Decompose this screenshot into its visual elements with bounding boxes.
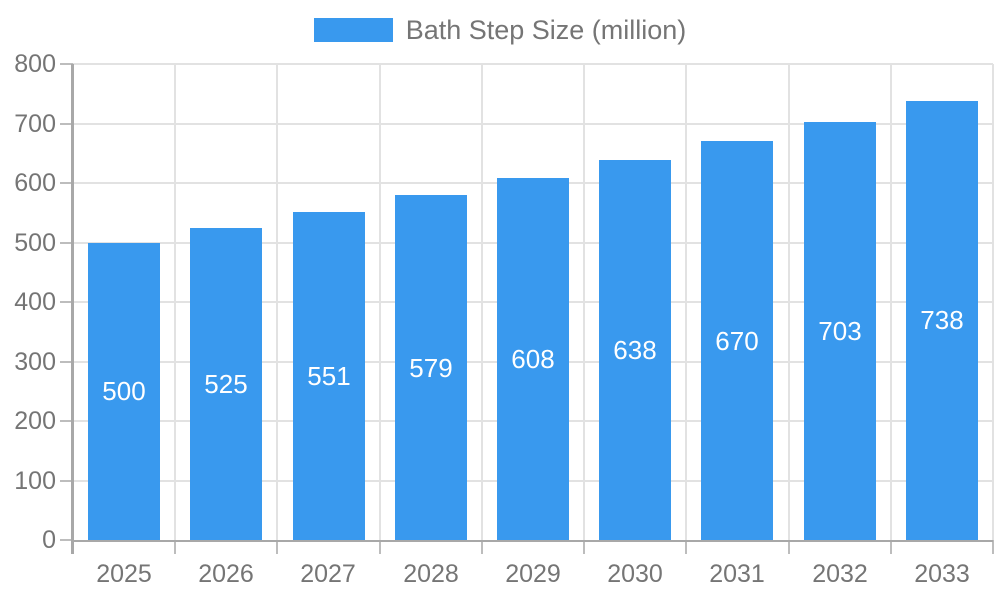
x-tick-label: 2027 [300,560,356,588]
y-axis-tick [60,242,73,244]
v-gridline [788,64,790,540]
x-axis-tick [583,540,585,554]
y-axis-tick [60,539,73,541]
y-tick-label: 300 [14,348,56,376]
x-axis-tick [788,540,790,554]
x-axis-tick [890,540,892,554]
x-axis-tick [992,540,994,554]
x-tick-label: 2030 [607,560,663,588]
x-tick-label: 2025 [96,560,152,588]
bar[interactable] [804,122,876,540]
x-axis-tick [481,540,483,554]
y-tick-label: 200 [14,407,56,435]
bar[interactable] [395,195,467,540]
y-axis-tick [60,63,73,65]
y-axis-tick [60,123,73,125]
x-axis-tick [685,540,687,554]
y-tick-label: 700 [14,110,56,138]
h-gridline [73,63,993,65]
y-axis-tick [60,420,73,422]
y-axis-tick [60,361,73,363]
x-tick-label: 2031 [709,560,765,588]
x-tick-label: 2026 [198,560,254,588]
x-axis-tick [276,540,278,554]
bar[interactable] [497,178,569,540]
y-axis-line [71,64,74,554]
bar[interactable] [190,228,262,540]
v-gridline [583,64,585,540]
bar[interactable] [599,160,671,540]
y-axis-tick [60,301,73,303]
y-tick-label: 800 [14,50,56,78]
legend-label: Bath Step Size (million) [405,14,687,45]
bar[interactable] [701,141,773,540]
x-axis-line [73,540,993,542]
h-gridline [73,123,993,125]
v-gridline [379,64,381,540]
y-tick-label: 500 [14,229,56,257]
v-gridline [890,64,892,540]
x-tick-label: 2029 [505,560,561,588]
bar[interactable] [906,101,978,540]
x-tick-label: 2032 [812,560,868,588]
v-gridline [481,64,483,540]
v-gridline [685,64,687,540]
y-tick-label: 100 [14,467,56,495]
bar[interactable] [293,212,365,540]
y-tick-label: 600 [14,169,56,197]
bar[interactable] [88,243,160,541]
x-tick-label: 2033 [914,560,970,588]
legend[interactable]: Bath Step Size (million) [0,14,1000,45]
y-axis-tick [60,480,73,482]
y-tick-label: 400 [14,288,56,316]
y-axis-tick [60,182,73,184]
v-gridline [174,64,176,540]
y-tick-label: 0 [42,526,56,554]
x-axis-tick [379,540,381,554]
x-axis-tick [174,540,176,554]
v-gridline [276,64,278,540]
v-gridline [992,64,994,540]
x-tick-label: 2028 [403,560,459,588]
legend-swatch [313,18,393,42]
